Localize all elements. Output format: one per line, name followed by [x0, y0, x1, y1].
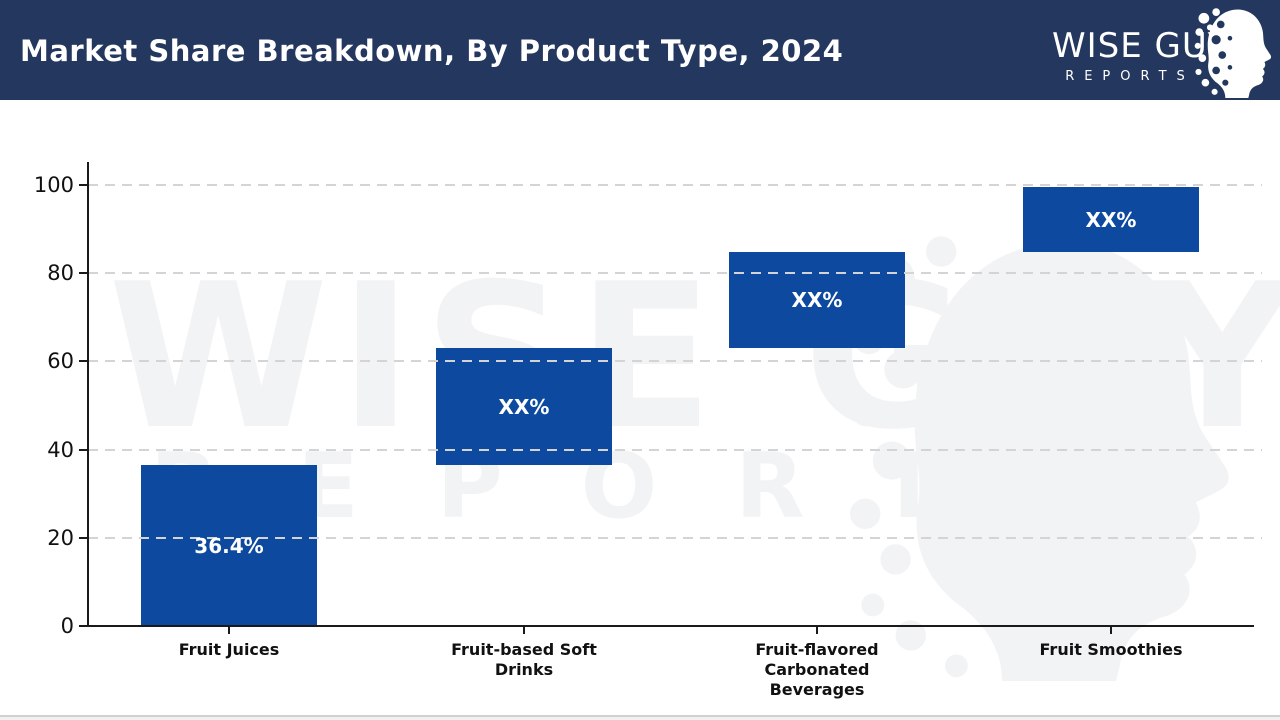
x-axis-label-line: Fruit Smoothies [1039, 640, 1183, 659]
x-axis-label-line: Drinks [494, 660, 554, 679]
gridline-100 [88, 184, 1262, 186]
y-tick-mark-0 [79, 625, 87, 627]
header-bar: Market Share Breakdown, By Product Type,… [0, 0, 1280, 100]
gridline-60 [88, 360, 1262, 363]
logo-subtitle: REPORTS [1065, 69, 1195, 84]
x-axis-label-line: Carbonated [764, 660, 870, 679]
watermark-head-icon [850, 236, 1229, 681]
y-tick-label-0: 0 [60, 614, 74, 638]
x-axis-label-fruit-smoothies: Fruit Smoothies [991, 640, 1231, 660]
y-tick-mark-60 [79, 360, 87, 363]
bottom-strip [0, 715, 1280, 720]
y-axis-line [87, 162, 89, 627]
logo-head-icon [1194, 8, 1272, 98]
y-tick-label-100: 100 [33, 173, 74, 197]
bar-fruit-smoothies [1023, 186, 1199, 253]
y-tick-label-40: 40 [47, 437, 74, 462]
gridline-40 [88, 448, 1262, 451]
y-tick-label-60: 60 [47, 349, 74, 374]
x-axis-label-fruit-juices: Fruit Juices [109, 640, 349, 660]
y-tick-label-80: 80 [47, 261, 74, 286]
gridline-80 [88, 272, 1262, 275]
x-axis-label-line: Fruit Juices [178, 640, 280, 659]
chart-area: WISE GUY REPORTS 0 20 40 60 80 100 36.4% XX% XX%… [0, 100, 1280, 713]
y-tick-mark-40 [79, 448, 87, 451]
gridline-20 [88, 536, 1262, 539]
y-tick-mark-100 [79, 184, 87, 186]
page-title: Market Share Breakdown, By Product Type,… [20, 34, 844, 68]
x-axis-label-fruit-flavored-carbonated-beverages: Fruit-flavored Carbonated Beverages [697, 640, 937, 700]
y-tick-label-20: 20 [47, 525, 74, 550]
x-tick-mark-fruit-juices [228, 627, 230, 634]
bar-value-label-fruit-based-soft-drinks: XX% [498, 394, 550, 419]
x-axis-line [87, 625, 1254, 627]
x-tick-mark-fruit-flavored-carbonated-beverages [816, 627, 818, 634]
bar-value-label-fruit-juices: 36.4% [194, 533, 264, 558]
x-tick-mark-fruit-smoothies [1110, 627, 1112, 634]
logo-text: WISE GUY REPORTS [1052, 26, 1230, 84]
bar-fruit-based-soft-drinks [436, 348, 612, 466]
x-axis-label-line: Beverages [769, 680, 865, 699]
logo-wordmark: WISE GUY [1052, 26, 1230, 66]
x-axis-label-line: Fruit-flavored [755, 640, 879, 659]
x-tick-mark-fruit-based-soft-drinks [523, 627, 525, 634]
y-tick-mark-20 [79, 536, 87, 539]
x-axis-label-line: Fruit-based Soft [451, 640, 597, 659]
wise-guy-logo: WISE GUY REPORTS [1022, 6, 1272, 98]
bar-fruit-flavored-carbonated-beverages [729, 252, 905, 349]
y-tick-mark-80 [79, 272, 87, 275]
x-axis-label-fruit-based-soft-drinks: Fruit-based Soft Drinks [404, 640, 644, 680]
bar-value-label-fruit-flavored-carbonated-beverages: XX% [791, 288, 843, 313]
bar-fruit-juices [141, 465, 317, 626]
bar-value-label-fruit-smoothies: XX% [1085, 207, 1137, 232]
